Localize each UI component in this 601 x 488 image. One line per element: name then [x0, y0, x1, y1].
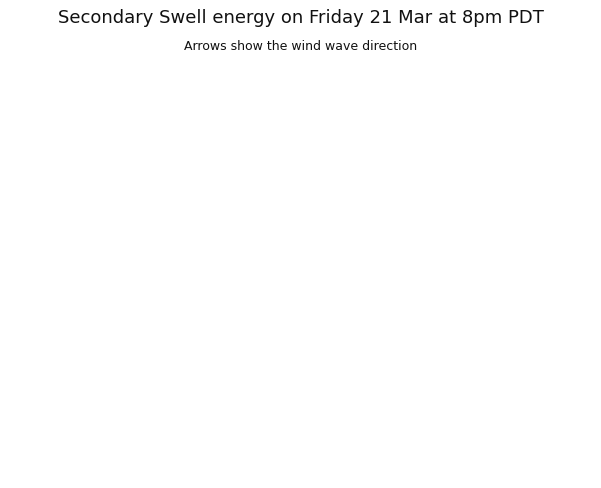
Text: Requires cartopy: Requires cartopy [242, 265, 359, 279]
Text: Arrows show the wind wave direction: Arrows show the wind wave direction [184, 40, 417, 53]
Text: Secondary Swell energy on Friday 21 Mar at 8pm PDT: Secondary Swell energy on Friday 21 Mar … [58, 9, 543, 27]
